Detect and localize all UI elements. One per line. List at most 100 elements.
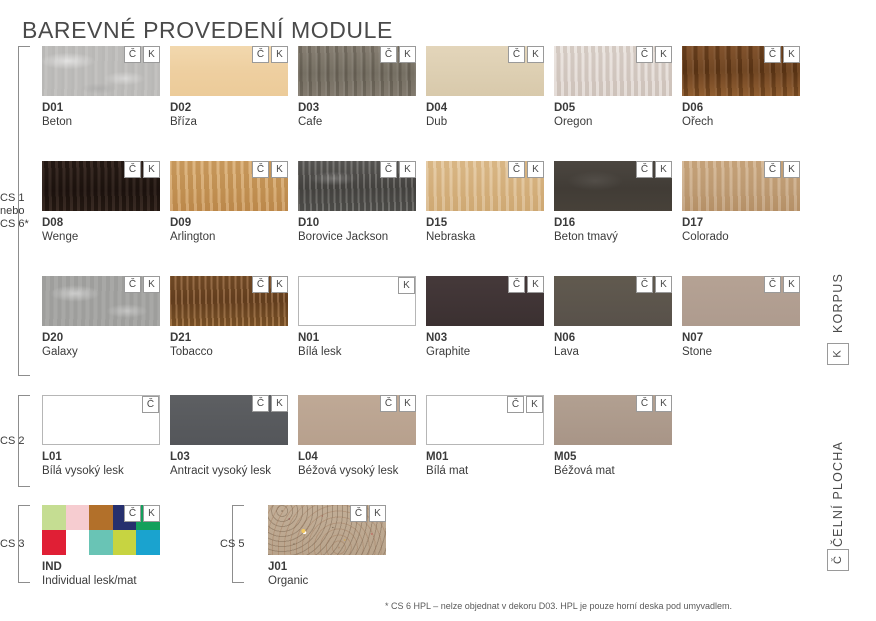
page-title: BAREVNÉ PROVEDENÍ MODULE [22,17,393,44]
swatch-cell-d17[interactable]: Č K D17 Colorado [682,161,810,245]
swatch-code: N07 [682,332,704,344]
swatch-cell-d20[interactable]: Č K D20 Galaxy [42,276,170,360]
badge-celni-icon: Č [636,395,653,412]
swatch-row: Č K D20 Galaxy Č K D21 Tobacco K N01 Bílá lesk Č K N0… [0,276,800,391]
swatch-name: Graphite [426,346,471,358]
swatch-texture-l01 [43,396,159,444]
badge-celni-icon: Č [636,46,653,63]
swatch-name: Bříza [170,116,197,128]
rail-badge-celni-plocha: Č [827,549,849,571]
badge-korpus-icon: K [271,276,288,293]
swatch-badges: K [398,277,415,294]
badge-korpus-icon: K [143,46,160,63]
badge-korpus-icon: K [143,161,160,178]
swatch-cell-d21[interactable]: Č K D21 Tobacco [170,276,298,360]
badge-celni-icon: Č [124,161,141,178]
footnote: * CS 6 HPL – nelze objednat v dekoru D03… [385,601,733,611]
swatch-cell-n06[interactable]: Č K N06 Lava [554,276,682,360]
badge-korpus-icon: K [399,161,416,178]
swatch-cell-d10[interactable]: Č K D10 Borovice Jackson [298,161,426,245]
swatch-code: IND [42,561,62,573]
swatch-cell-n01[interactable]: K N01 Bílá lesk [298,276,426,360]
swatch-tile-n01[interactable]: K [298,276,416,326]
swatch-name: Tobacco [170,346,213,358]
swatch-cell-d08[interactable]: Č K D08 Wenge [42,161,170,245]
badge-korpus-icon: K [399,46,416,63]
swatch-cell-l04[interactable]: Č K L04 Béžová vysoký lesk [298,395,426,479]
badge-celni-icon: Č [350,505,367,522]
swatch-code: L03 [170,451,190,463]
badge-korpus-icon: K [271,395,288,412]
swatch-cell-d03[interactable]: Č K D03 Cafe [298,46,426,130]
badge-korpus-icon: K [399,395,416,412]
swatch-cell-l01[interactable]: Č L01 Bílá vysoký lesk [42,395,170,479]
swatch-name: Oregon [554,116,593,128]
swatch-cell-j01[interactable]: Č K J01 Organic [268,505,396,589]
ind-color-cell [42,530,66,555]
swatch-code: L04 [298,451,318,463]
group-label-line: CS 5 [220,537,245,550]
badge-celni-icon: Č [508,276,525,293]
ind-color-cell [89,505,113,530]
swatch-cell-d02[interactable]: Č K D02 Bříza [170,46,298,130]
swatch-cell-d16[interactable]: Č K D16 Beton tmavý [554,161,682,245]
badge-celni-icon: Č [252,395,269,412]
swatch-cell-m01[interactable]: Č K M01 Bílá mat [426,395,554,479]
group-label-line: nebo [0,204,25,217]
swatch-tile-l01[interactable]: Č [42,395,160,445]
swatch-cell-d15[interactable]: Č K D15 Nebraska [426,161,554,245]
swatch-code: N06 [554,332,576,344]
ind-color-cell [65,505,90,530]
swatch-cell-ind[interactable]: Č K IND Individual lesk/mat [42,505,170,589]
swatch-row: Č K D08 Wenge Č K D09 Arlington Č K D10 Borovice Ja… [0,161,800,276]
swatch-name: Borovice Jackson [298,231,389,243]
group-label-line: CS 2 [0,434,25,447]
badge-korpus-icon: K [527,161,544,178]
swatch-cell-n03[interactable]: Č K N03 Graphite [426,276,554,360]
swatch-cell-m05[interactable]: Č K M05 Béžová mat [554,395,682,479]
swatch-cell-d05[interactable]: Č K D05 Oregon [554,46,682,130]
swatch-cell-d04[interactable]: Č K D04 Dub [426,46,554,130]
swatch-cell-d09[interactable]: Č K D09 Arlington [170,161,298,245]
badge-celni-icon: Č [380,46,397,63]
badge-korpus-icon: K [143,505,160,522]
swatch-cell-d06[interactable]: Č K D06 Ořech [682,46,810,130]
swatch-cell-n07[interactable]: Č K N07 Stone [682,276,810,360]
ind-color-cell [89,530,113,555]
swatch-cell-d01[interactable]: Č K D01 Beton [42,46,170,130]
swatch-cell-l03[interactable]: Č K L03 Antracit vysoký lesk [170,395,298,479]
swatch-name: Beton [42,116,73,128]
badge-korpus-icon: K [271,46,288,63]
swatch-code: J01 [268,561,288,573]
badge-celni-icon: Č [252,276,269,293]
badge-korpus-icon: K [143,276,160,293]
